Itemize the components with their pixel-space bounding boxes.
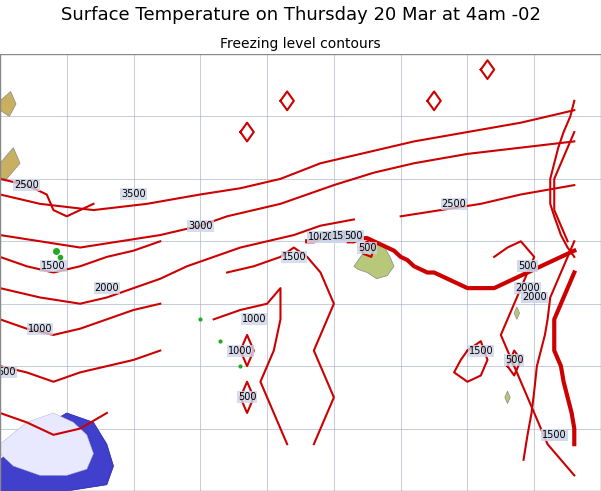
- Text: 1000: 1000: [242, 314, 266, 325]
- Text: 1000: 1000: [308, 232, 333, 242]
- Polygon shape: [354, 241, 394, 279]
- Text: 2000: 2000: [322, 232, 346, 242]
- Text: 500: 500: [344, 231, 363, 241]
- Text: 1500: 1500: [332, 231, 357, 241]
- Text: 1500: 1500: [281, 252, 306, 262]
- Text: 500: 500: [505, 355, 523, 365]
- Text: 1500: 1500: [41, 261, 66, 271]
- Text: Surface Temperature on Thursday 20 Mar at 4am -02: Surface Temperature on Thursday 20 Mar a…: [61, 6, 540, 24]
- Text: 1000: 1000: [28, 324, 52, 334]
- Polygon shape: [0, 413, 114, 491]
- Polygon shape: [0, 148, 20, 179]
- Text: 500: 500: [518, 261, 537, 271]
- Text: 500: 500: [0, 367, 16, 378]
- Text: 2500: 2500: [14, 180, 39, 190]
- Text: 1500: 1500: [469, 346, 493, 355]
- Text: 3000: 3000: [188, 220, 213, 231]
- Text: Freezing level contours: Freezing level contours: [220, 37, 381, 51]
- Polygon shape: [510, 354, 516, 366]
- Text: 1000: 1000: [228, 346, 252, 355]
- Polygon shape: [514, 307, 519, 319]
- Text: 2000: 2000: [94, 283, 119, 293]
- Text: 2000: 2000: [522, 293, 546, 302]
- Polygon shape: [0, 91, 16, 116]
- Text: 500: 500: [358, 243, 377, 252]
- Polygon shape: [505, 391, 510, 404]
- Text: 1500: 1500: [542, 430, 567, 440]
- Polygon shape: [0, 413, 94, 475]
- Text: 2500: 2500: [442, 199, 466, 209]
- Text: 500: 500: [238, 392, 257, 402]
- Text: 2000: 2000: [515, 283, 540, 293]
- Text: 3500: 3500: [121, 190, 146, 199]
